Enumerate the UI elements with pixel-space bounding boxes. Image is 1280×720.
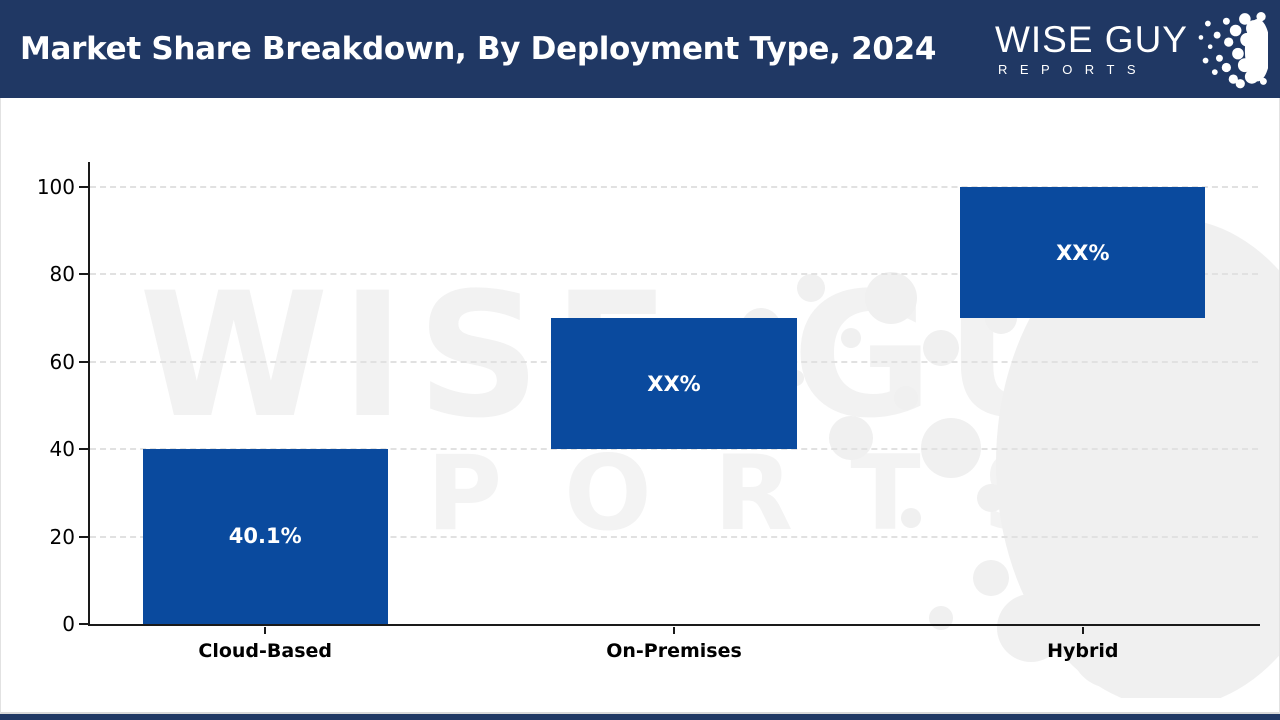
y-axis-tick-label: 60 xyxy=(49,349,75,374)
y-axis-tick-label: 100 xyxy=(36,175,75,199)
y-axis-tick xyxy=(79,186,88,188)
y-axis-spine xyxy=(88,162,90,626)
y-axis-tick-label: 0 xyxy=(62,612,75,636)
x-axis-tick xyxy=(673,627,675,634)
y-axis-tick xyxy=(79,623,88,625)
x-axis-spine xyxy=(88,624,1260,626)
logo-face-icon xyxy=(1198,12,1268,89)
chart-panel: WISE GUY REPORTS 0 20 40 60 80 100 40.1% Cloud-… xyxy=(0,98,1280,714)
bar-on-premises: XX% xyxy=(551,318,797,450)
x-axis-category-label: Cloud-Based xyxy=(198,640,332,662)
gridline xyxy=(90,273,1258,276)
y-axis-tick xyxy=(79,448,88,451)
gridline xyxy=(90,186,1258,188)
x-axis-category-label: Hybrid xyxy=(1047,640,1119,662)
plot-area: 0 20 40 60 80 100 40.1% Cloud-Based XX% On-Premis… xyxy=(37,162,1260,662)
logo-subtext: REPORTS xyxy=(997,62,1149,77)
y-axis-tick xyxy=(79,273,88,276)
gridline xyxy=(90,448,1258,451)
bar-hybrid: XX% xyxy=(960,187,1206,319)
y-axis-tick-label: 20 xyxy=(49,524,75,549)
logo-text: WISE GUY REPORTS xyxy=(995,21,1188,77)
logo-wordmark: WISE GUY xyxy=(994,19,1188,60)
x-axis-tick xyxy=(1081,627,1084,634)
watermark-face-icon xyxy=(741,218,1279,698)
gridline xyxy=(90,535,1258,538)
bar-value-label: 40.1% xyxy=(228,524,302,549)
header-bar: Market Share Breakdown, By Deployment Ty… xyxy=(0,0,1280,98)
y-axis-tick-label: 40 xyxy=(49,437,75,462)
x-axis-category-label: On-Premises xyxy=(606,640,742,662)
page-title: Market Share Breakdown, By Deployment Ty… xyxy=(20,31,937,67)
bar-value-label: XX% xyxy=(1056,240,1110,265)
y-axis-tick-label: 80 xyxy=(49,262,75,287)
footer-accent-bar xyxy=(0,714,1280,720)
wiseguy-logo: WISE GUY REPORTS xyxy=(995,7,1268,91)
y-axis-tick xyxy=(79,360,88,363)
bar-cloud-based: 40.1% xyxy=(142,448,388,624)
x-axis-tick xyxy=(264,627,267,634)
y-axis-tick xyxy=(79,535,88,538)
bar-value-label: XX% xyxy=(647,371,701,396)
